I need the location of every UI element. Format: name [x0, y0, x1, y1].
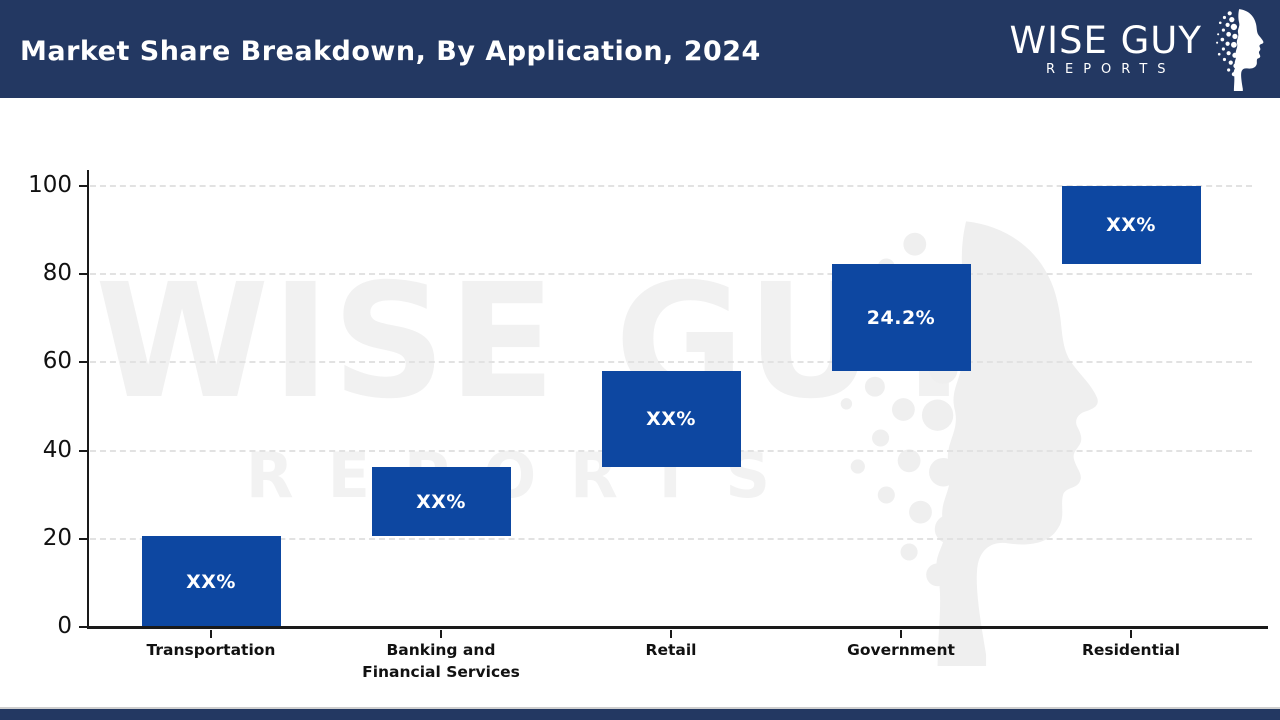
y-tick-label-20: 20 [42, 524, 72, 551]
category-label: Residential [1081, 641, 1181, 659]
y-axis [87, 170, 89, 629]
y-tick-label-0: 0 [57, 613, 72, 639]
bar-residential: XX% [1061, 186, 1201, 265]
page-title: Market Share Breakdown, By Application, … [20, 36, 761, 67]
y-tick-80 [79, 273, 88, 276]
y-tick-40 [79, 449, 88, 452]
footer-bar [0, 707, 1280, 720]
bar-banking-and-financial-services: XX% [371, 466, 511, 537]
logo: WISE GUY REPORTS [1010, 6, 1268, 92]
y-tick-0 [79, 626, 88, 628]
bar-value-label: XX% [186, 570, 236, 593]
gridline-80 [90, 273, 1252, 276]
x-tick-0 [210, 630, 212, 638]
y-tick-20 [79, 537, 88, 540]
bar-value-label: XX% [646, 408, 696, 431]
y-tick-label-100: 100 [28, 172, 72, 198]
gridline-20 [90, 537, 1252, 540]
header: Market Share Breakdown, By Application, … [0, 0, 1280, 98]
wise-guy-face-icon [1204, 7, 1268, 91]
gridline-100 [90, 185, 1252, 187]
watermark-wordmark: WISE GUY [95, 250, 994, 434]
x-tick-2 [670, 630, 672, 638]
logo-subtitle: REPORTS [1045, 61, 1176, 77]
chart-area: WISE GUY REPORTS 0 20 40 60 80 100 XX% Transpor… [0, 98, 1280, 707]
y-tick-label-60: 60 [42, 348, 72, 375]
category-label: Banking and Financial Services [362, 641, 520, 681]
x-axis [87, 626, 1268, 629]
x-tick-1 [440, 630, 442, 638]
x-tick-3 [900, 630, 902, 638]
bar-value-label: 24.2% [866, 306, 936, 329]
y-tick-60 [79, 361, 88, 364]
category-label: Transportation [146, 641, 276, 659]
y-tick-100 [79, 185, 88, 187]
bar-retail: XX% [601, 371, 741, 467]
bar-value-label: XX% [416, 490, 466, 513]
category-label: Government [847, 641, 955, 659]
y-tick-label-40: 40 [42, 436, 72, 463]
category-label: Retail [645, 641, 697, 659]
gridline-60 [90, 361, 1252, 364]
y-tick-label-80: 80 [42, 260, 72, 287]
bar-government: 24.2% [831, 264, 971, 372]
logo-wordmark-block: WISE GUY REPORTS [1010, 22, 1202, 77]
bar-value-label: XX% [1106, 214, 1156, 237]
bar-transportation: XX% [141, 536, 281, 627]
x-tick-4 [1130, 630, 1132, 638]
logo-wordmark: WISE GUY [1009, 18, 1202, 62]
